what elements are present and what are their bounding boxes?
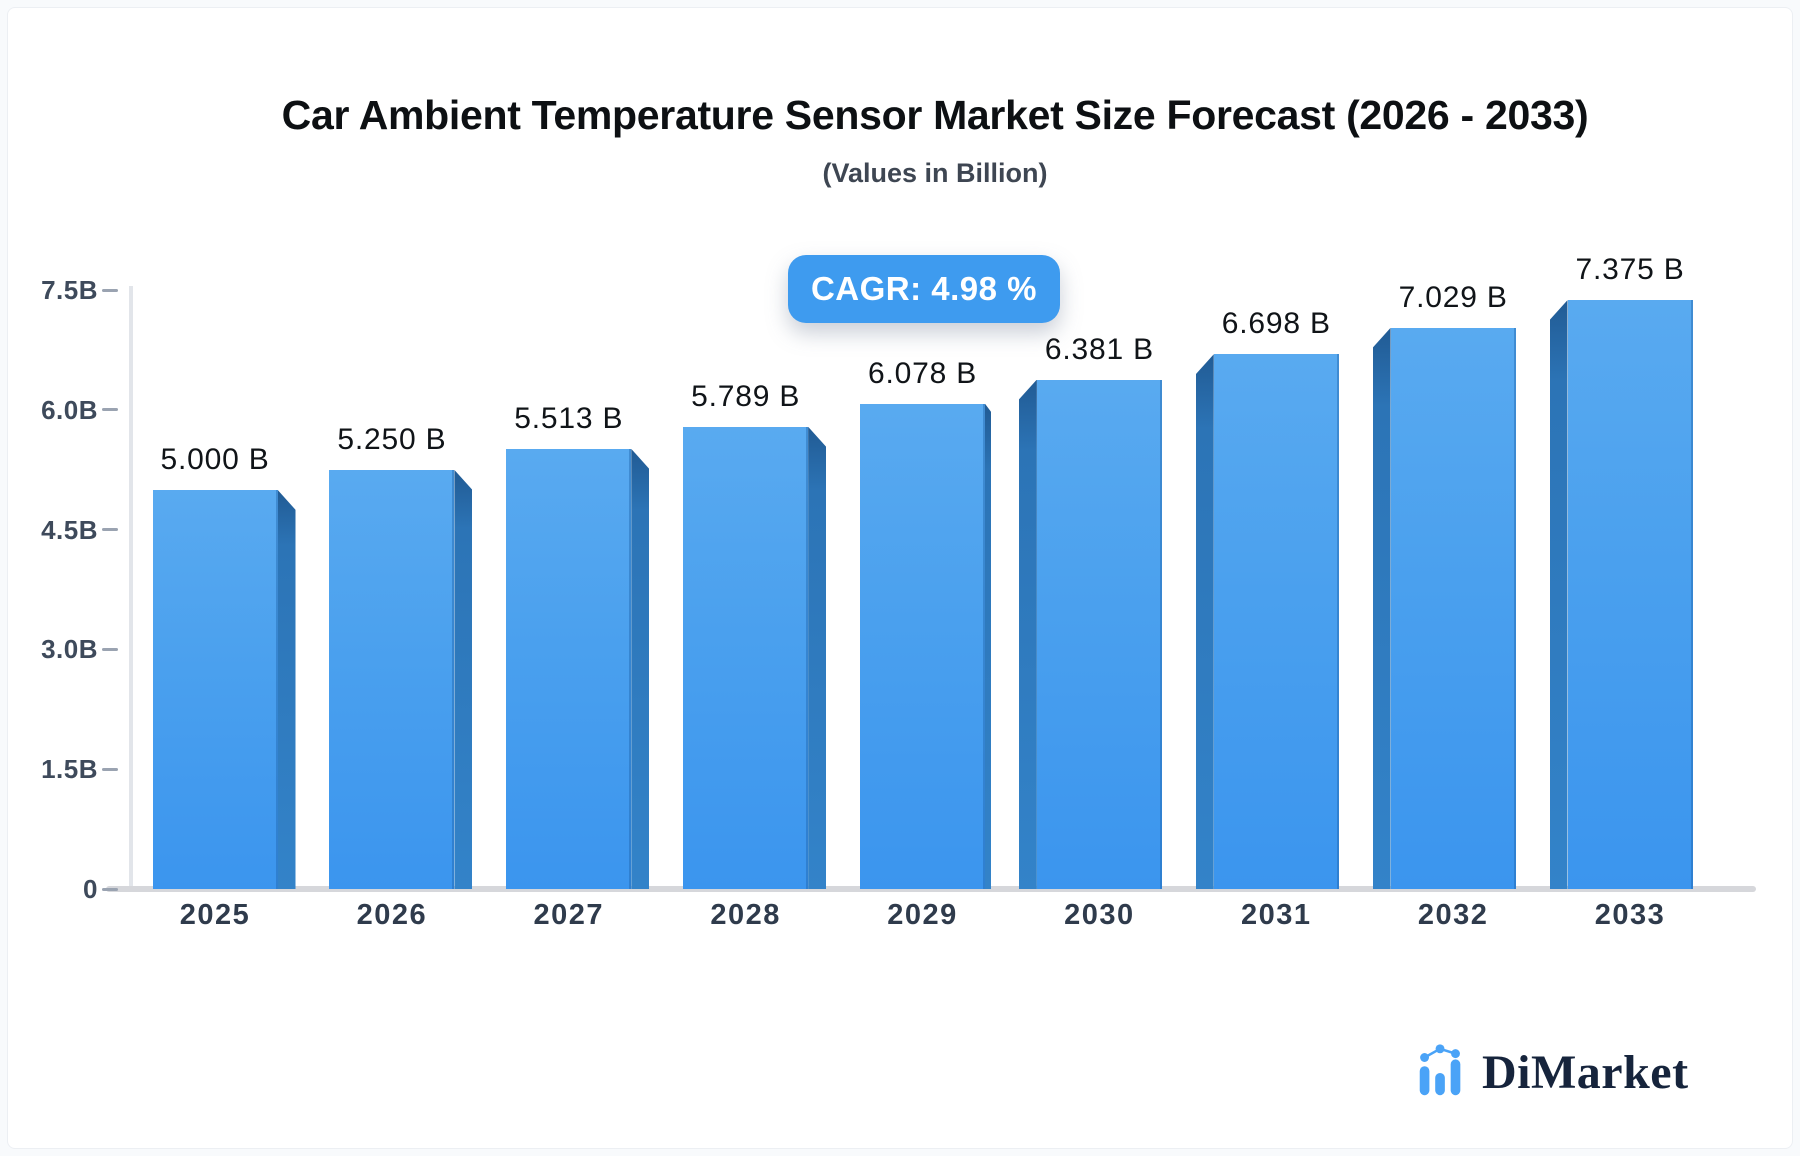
y-axis-tick <box>102 887 118 891</box>
x-axis-label-2030: 2030 <box>1064 899 1135 931</box>
x-axis-label-2032: 2032 <box>1417 899 1489 931</box>
y-axis-label: 1.5B <box>41 754 98 785</box>
bar-side-2029 <box>985 403 991 889</box>
bar-value-label: 7.029 B <box>1398 280 1508 314</box>
y-axis-label: 3.0B <box>41 634 98 665</box>
bar-side-2026 <box>454 469 473 889</box>
bar-2032 <box>1390 327 1516 889</box>
bar-side-2032 <box>1372 327 1391 889</box>
y-axis-line <box>129 286 133 887</box>
x-axis-label-2033: 2033 <box>1594 899 1666 931</box>
bar-value-label: 6.078 B <box>867 356 978 390</box>
brand-logo: DiMarket <box>1412 1036 1689 1108</box>
y-axis-tick <box>102 408 118 412</box>
y-axis-tick <box>102 647 118 651</box>
y-axis-label: 7.5B <box>41 275 98 306</box>
x-axis-label-2027: 2027 <box>533 899 604 931</box>
bar-2029 <box>860 403 985 889</box>
bar-2026 <box>329 469 455 889</box>
bar-2033 <box>1567 300 1693 889</box>
bar-2028 <box>683 426 809 889</box>
bar-value-label: 5.250 B <box>337 422 447 456</box>
y-axis-label: 6.0B <box>41 394 98 425</box>
mini-bar-chart-icon <box>1419 1044 1461 1096</box>
y-axis-tick <box>102 288 118 292</box>
bar-2027 <box>506 448 632 889</box>
bar-value-label: 5.513 B <box>514 401 624 435</box>
brand-logo-text: DiMarket <box>1482 1045 1689 1099</box>
bar-2031 <box>1213 354 1339 889</box>
bar-side-2033 <box>1549 300 1568 889</box>
bar-side-2030 <box>1018 379 1037 889</box>
bar-side-2027 <box>631 448 650 889</box>
x-axis-label-2025: 2025 <box>179 899 251 931</box>
y-axis-tick <box>102 767 118 771</box>
bar-value-label: 7.375 B <box>1575 253 1685 287</box>
x-axis-baseline <box>106 886 1756 892</box>
bar-2030 <box>1036 379 1162 889</box>
bar-value-label: 5.000 B <box>160 442 270 476</box>
y-axis-tick <box>102 528 118 532</box>
bar-side-2031 <box>1195 354 1214 889</box>
chart-title: Car Ambient Temperature Sensor Market Si… <box>281 92 1589 138</box>
x-axis-label-2026: 2026 <box>356 899 428 931</box>
cagr-badge: CAGR: 4.98 % <box>788 255 1060 323</box>
bar-side-2028 <box>808 426 827 889</box>
x-axis-label-2028: 2028 <box>710 899 781 931</box>
x-axis-label-2031: 2031 <box>1240 899 1312 931</box>
bar-value-label: 5.789 B <box>691 379 801 413</box>
bar-side-2025 <box>277 489 296 889</box>
x-axis-label-2029: 2029 <box>887 899 958 931</box>
cagr-badge-label: CAGR: 4.98 % <box>810 270 1038 307</box>
y-axis-label: 4.5B <box>41 514 98 545</box>
bar-2025 <box>152 489 278 889</box>
bar-value-label: 6.381 B <box>1044 332 1154 366</box>
chart-subtitle: (Values in Billion) <box>822 158 1048 188</box>
y-axis-label: 0 <box>83 874 98 904</box>
bar-value-label: 6.698 B <box>1221 307 1331 341</box>
